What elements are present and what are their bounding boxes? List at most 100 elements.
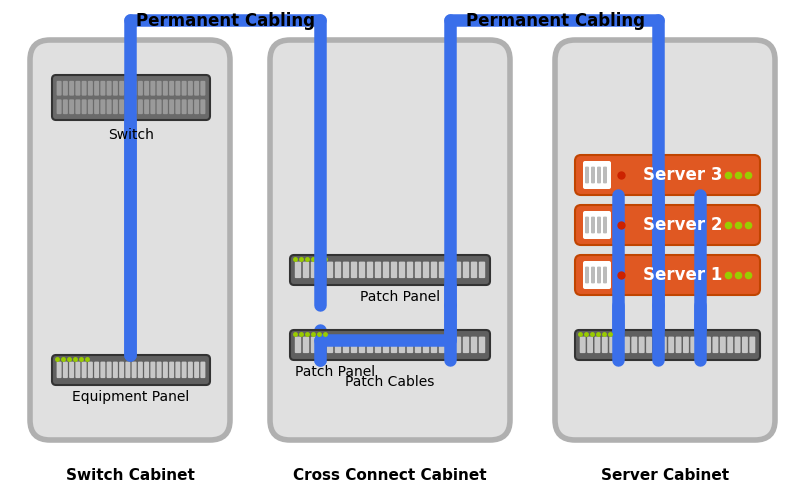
FancyBboxPatch shape [194,362,199,378]
FancyBboxPatch shape [350,262,357,278]
FancyBboxPatch shape [462,262,469,278]
FancyBboxPatch shape [446,336,453,353]
FancyBboxPatch shape [138,100,143,114]
FancyBboxPatch shape [438,262,445,278]
FancyBboxPatch shape [290,330,490,360]
FancyBboxPatch shape [727,336,733,353]
FancyBboxPatch shape [100,362,106,378]
FancyBboxPatch shape [454,336,461,353]
FancyBboxPatch shape [335,336,341,353]
FancyBboxPatch shape [343,262,349,278]
FancyBboxPatch shape [575,205,760,245]
FancyBboxPatch shape [398,262,405,278]
FancyBboxPatch shape [294,262,301,278]
FancyBboxPatch shape [144,81,149,96]
FancyBboxPatch shape [383,336,389,353]
FancyBboxPatch shape [144,100,149,114]
FancyBboxPatch shape [462,336,469,353]
FancyBboxPatch shape [132,81,137,96]
FancyBboxPatch shape [169,100,174,114]
FancyBboxPatch shape [119,100,124,114]
FancyBboxPatch shape [100,100,106,114]
FancyBboxPatch shape [580,336,586,353]
FancyBboxPatch shape [290,255,490,285]
Text: Cross Connect Cabinet: Cross Connect Cabinet [293,468,487,482]
FancyBboxPatch shape [169,362,174,378]
FancyBboxPatch shape [310,262,317,278]
FancyBboxPatch shape [106,81,112,96]
FancyBboxPatch shape [603,216,607,234]
FancyBboxPatch shape [594,336,600,353]
FancyBboxPatch shape [591,266,595,283]
FancyBboxPatch shape [82,100,86,114]
FancyBboxPatch shape [188,362,193,378]
FancyBboxPatch shape [52,75,210,120]
FancyBboxPatch shape [454,262,461,278]
FancyBboxPatch shape [415,336,421,353]
FancyBboxPatch shape [163,100,168,114]
FancyBboxPatch shape [88,362,93,378]
FancyBboxPatch shape [113,100,118,114]
FancyBboxPatch shape [676,336,682,353]
FancyBboxPatch shape [587,336,593,353]
FancyBboxPatch shape [106,362,112,378]
FancyBboxPatch shape [585,266,589,283]
FancyBboxPatch shape [126,81,130,96]
FancyBboxPatch shape [617,336,622,353]
FancyBboxPatch shape [398,336,405,353]
FancyBboxPatch shape [350,336,357,353]
FancyBboxPatch shape [294,336,301,353]
FancyBboxPatch shape [478,262,485,278]
FancyBboxPatch shape [585,166,589,184]
FancyBboxPatch shape [126,362,130,378]
FancyBboxPatch shape [705,336,711,353]
FancyBboxPatch shape [742,336,748,353]
FancyBboxPatch shape [188,100,193,114]
FancyBboxPatch shape [57,81,62,96]
FancyBboxPatch shape [358,262,365,278]
Text: Permanent Cabling: Permanent Cabling [135,12,314,30]
FancyBboxPatch shape [690,336,696,353]
FancyBboxPatch shape [119,362,124,378]
FancyBboxPatch shape [422,262,429,278]
FancyBboxPatch shape [57,100,62,114]
FancyBboxPatch shape [63,81,68,96]
FancyBboxPatch shape [374,336,381,353]
FancyBboxPatch shape [182,100,186,114]
FancyBboxPatch shape [182,81,186,96]
Text: Switch Cabinet: Switch Cabinet [66,468,194,482]
FancyBboxPatch shape [88,81,93,96]
FancyBboxPatch shape [668,336,674,353]
FancyBboxPatch shape [200,100,206,114]
FancyBboxPatch shape [654,336,659,353]
FancyBboxPatch shape [175,100,180,114]
FancyBboxPatch shape [602,336,608,353]
FancyBboxPatch shape [144,362,149,378]
FancyBboxPatch shape [720,336,726,353]
FancyBboxPatch shape [75,81,80,96]
FancyBboxPatch shape [150,362,155,378]
FancyBboxPatch shape [591,216,595,234]
FancyBboxPatch shape [94,81,99,96]
FancyBboxPatch shape [358,336,365,353]
FancyBboxPatch shape [597,216,601,234]
FancyBboxPatch shape [100,81,106,96]
FancyBboxPatch shape [470,262,477,278]
FancyBboxPatch shape [343,336,349,353]
FancyBboxPatch shape [603,266,607,283]
FancyBboxPatch shape [603,166,607,184]
FancyBboxPatch shape [327,336,333,353]
Text: Switch: Switch [108,128,154,142]
FancyBboxPatch shape [69,362,74,378]
FancyBboxPatch shape [597,166,601,184]
FancyBboxPatch shape [182,362,186,378]
FancyBboxPatch shape [438,336,445,353]
FancyBboxPatch shape [310,336,317,353]
FancyBboxPatch shape [63,100,68,114]
FancyBboxPatch shape [52,355,210,385]
FancyBboxPatch shape [713,336,718,353]
FancyBboxPatch shape [683,336,689,353]
FancyBboxPatch shape [415,262,421,278]
FancyBboxPatch shape [366,336,373,353]
FancyBboxPatch shape [470,336,477,353]
